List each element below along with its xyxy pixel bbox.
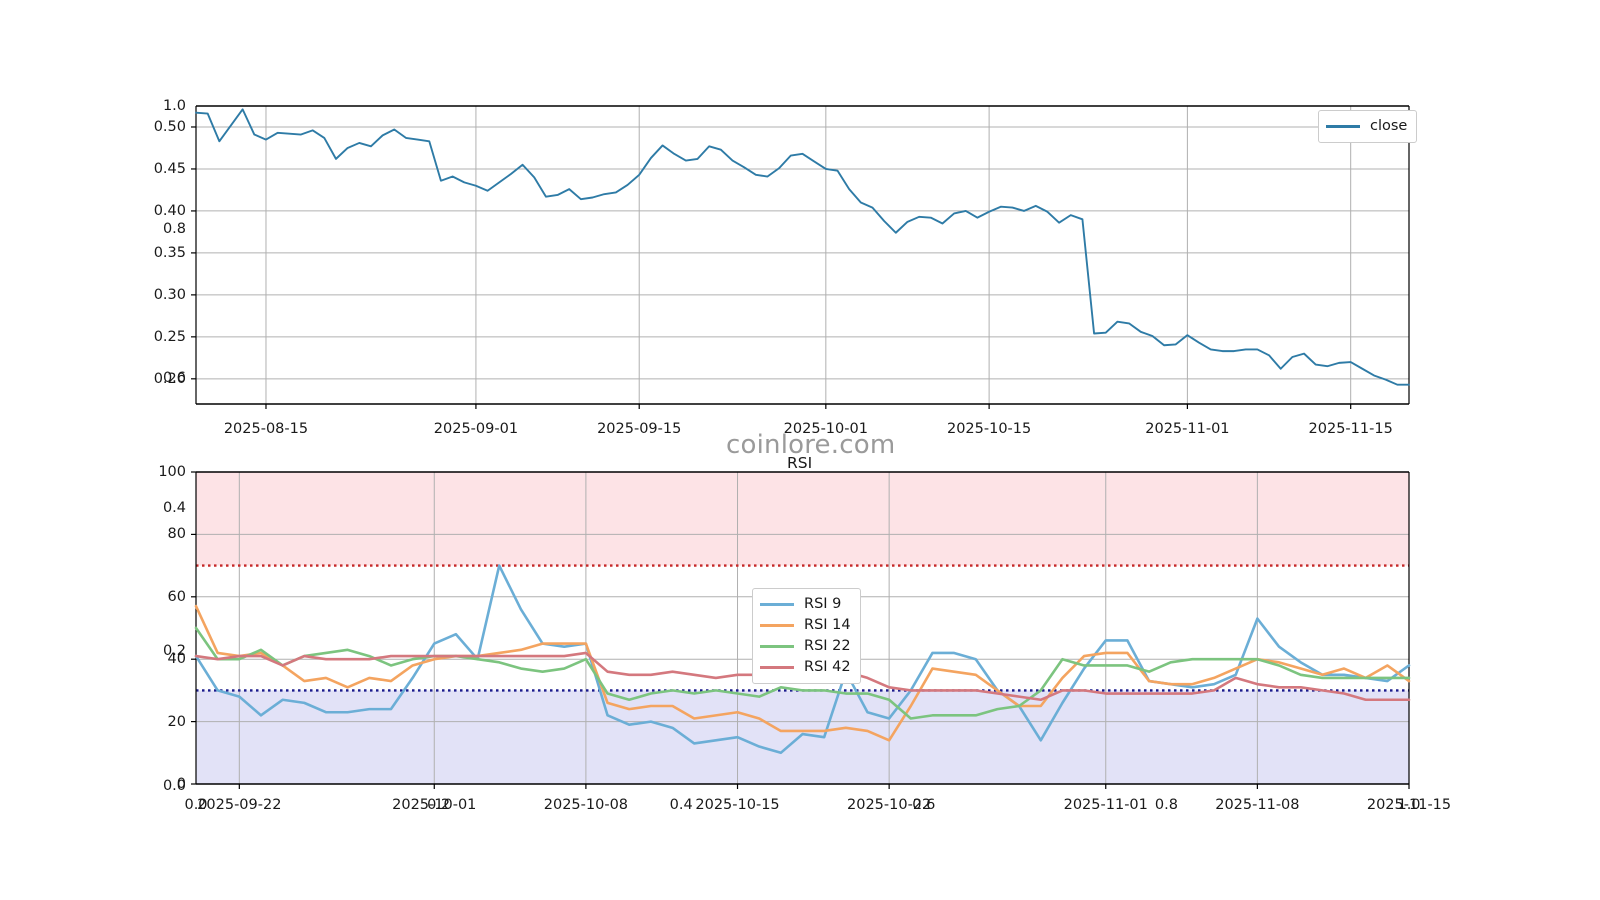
rsi-y-tick-label: 60 [167, 588, 186, 605]
rsi-line-rsi-22 [194, 626, 1411, 720]
price-y-tick-label: 0.40 [153, 202, 186, 219]
rsi-line-rsi-14 [194, 604, 1411, 742]
rsi-chart-svg [191, 471, 1411, 789]
rsi-x-tick-label-secondary: 0.4 [669, 797, 693, 813]
legend-color-swatch [760, 624, 794, 627]
price-x-tick-label: 2025-08-15 [223, 421, 309, 437]
rsi-x-tick-label: 2025-10-01 [392, 797, 477, 813]
price-y-tick-label: 0.50 [153, 118, 186, 135]
price-x-tick-label: 2025-10-15 [946, 421, 1032, 437]
rsi-x-tick-label: 2025-11-15 [1366, 797, 1452, 813]
rsi-chart-panel: RSI 100 80 60 40 20 0 0.4 0.2 0.0 2025-09-22 202… [0, 450, 1600, 900]
price-chart-svg [191, 105, 1410, 409]
rsi-legend-item[interactable]: RSI 14 [760, 615, 851, 636]
rsi-x-tick-label: 2025-10-08 [543, 797, 629, 813]
rsi-x-tick-label: 2025-09-22 [197, 797, 282, 813]
rsi-x-tick-label-secondary: 0.2 [427, 797, 451, 813]
legend-label: RSI 14 [804, 617, 851, 634]
price-x-tick-label: 2025-11-15 [1308, 421, 1393, 437]
price-x-tick-label: 2025-09-01 [433, 421, 519, 437]
rsi-x-tick-label-secondary: 0.0 [184, 797, 208, 813]
price-y-tick-label: 0.45 [153, 160, 186, 177]
rsi-x-tick-label-secondary: 1.0 [1397, 797, 1421, 813]
price-y-tick-label: 0.20 [153, 370, 186, 387]
rsi-chart-legend[interactable]: RSI 9 RSI 14 RSI 22 RSI 42 [752, 588, 861, 684]
price-y-tick-label-secondary: 0.8 [162, 221, 186, 238]
price-y-tick-label: 0.30 [153, 286, 186, 303]
rsi-y-tick-label: 40 [167, 650, 186, 667]
rsi-legend-item[interactable]: RSI 9 [760, 594, 851, 615]
rsi-legend-item[interactable]: RSI 42 [760, 657, 851, 678]
legend-color-swatch [1326, 125, 1360, 128]
legend-label: RSI 22 [804, 638, 851, 655]
rsi-y-tick-label-secondary: 0.4 [162, 499, 186, 516]
rsi-x-tick-label: 2025-11-01 [1063, 797, 1148, 813]
coinlore-watermark: coinlore.com [726, 430, 896, 460]
price-y-tick-label: 0.35 [153, 244, 186, 261]
price-x-tick-label: 2025-09-15 [597, 421, 682, 437]
rsi-y-tick-label: 20 [167, 713, 186, 730]
price-x-tick-label: 2025-11-01 [1145, 421, 1230, 437]
price-y-tick-label-secondary: 0.6 [162, 369, 186, 386]
rsi-legend-item[interactable]: RSI 22 [760, 636, 851, 657]
rsi-chart-title: RSI [787, 454, 813, 472]
rsi-x-tick-label-secondary: 0.6 [912, 797, 936, 813]
rsi-x-tick-label: 2025-10-22 [847, 797, 932, 813]
rsi-y-tick-label: 0 [176, 775, 186, 792]
rsi-y-tick-label-secondary: 0.0 [162, 777, 186, 794]
rsi-line-rsi-9 [194, 564, 1411, 755]
legend-color-swatch [760, 603, 794, 606]
legend-color-swatch [760, 666, 794, 669]
legend-label: close [1370, 118, 1408, 135]
price-y-tick-label: 0.25 [153, 328, 186, 345]
rsi-y-tick-label: 100 [158, 463, 186, 480]
rsi-band-oversold [196, 690, 1409, 784]
price-plot-background [196, 106, 1409, 404]
rsi-x-tick-label: 2025-10-15 [695, 797, 780, 813]
rsi-x-tick-label: 2025-11-08 [1215, 797, 1300, 813]
price-x-tick-label: 2025-10-01 [783, 421, 868, 437]
rsi-y-tick-label: 80 [167, 526, 186, 543]
price-y-tick-label-secondary: 1.0 [162, 97, 186, 114]
price-close-line [195, 108, 1410, 386]
legend-color-swatch [760, 645, 794, 648]
price-legend-item[interactable]: close [1326, 116, 1407, 137]
price-chart-panel: 0.50 0.45 0.40 0.35 0.30 0.25 0.20 1.0 0.8 0.6 2… [153, 97, 1418, 437]
rsi-band-overbought [196, 472, 1409, 566]
price-chart-legend[interactable]: close [1318, 110, 1418, 143]
rsi-x-tick-label-secondary: 0.8 [1154, 797, 1178, 813]
legend-label: RSI 9 [804, 596, 842, 613]
rsi-y-tick-label-secondary: 0.2 [162, 643, 186, 660]
legend-label: RSI 42 [804, 659, 851, 676]
